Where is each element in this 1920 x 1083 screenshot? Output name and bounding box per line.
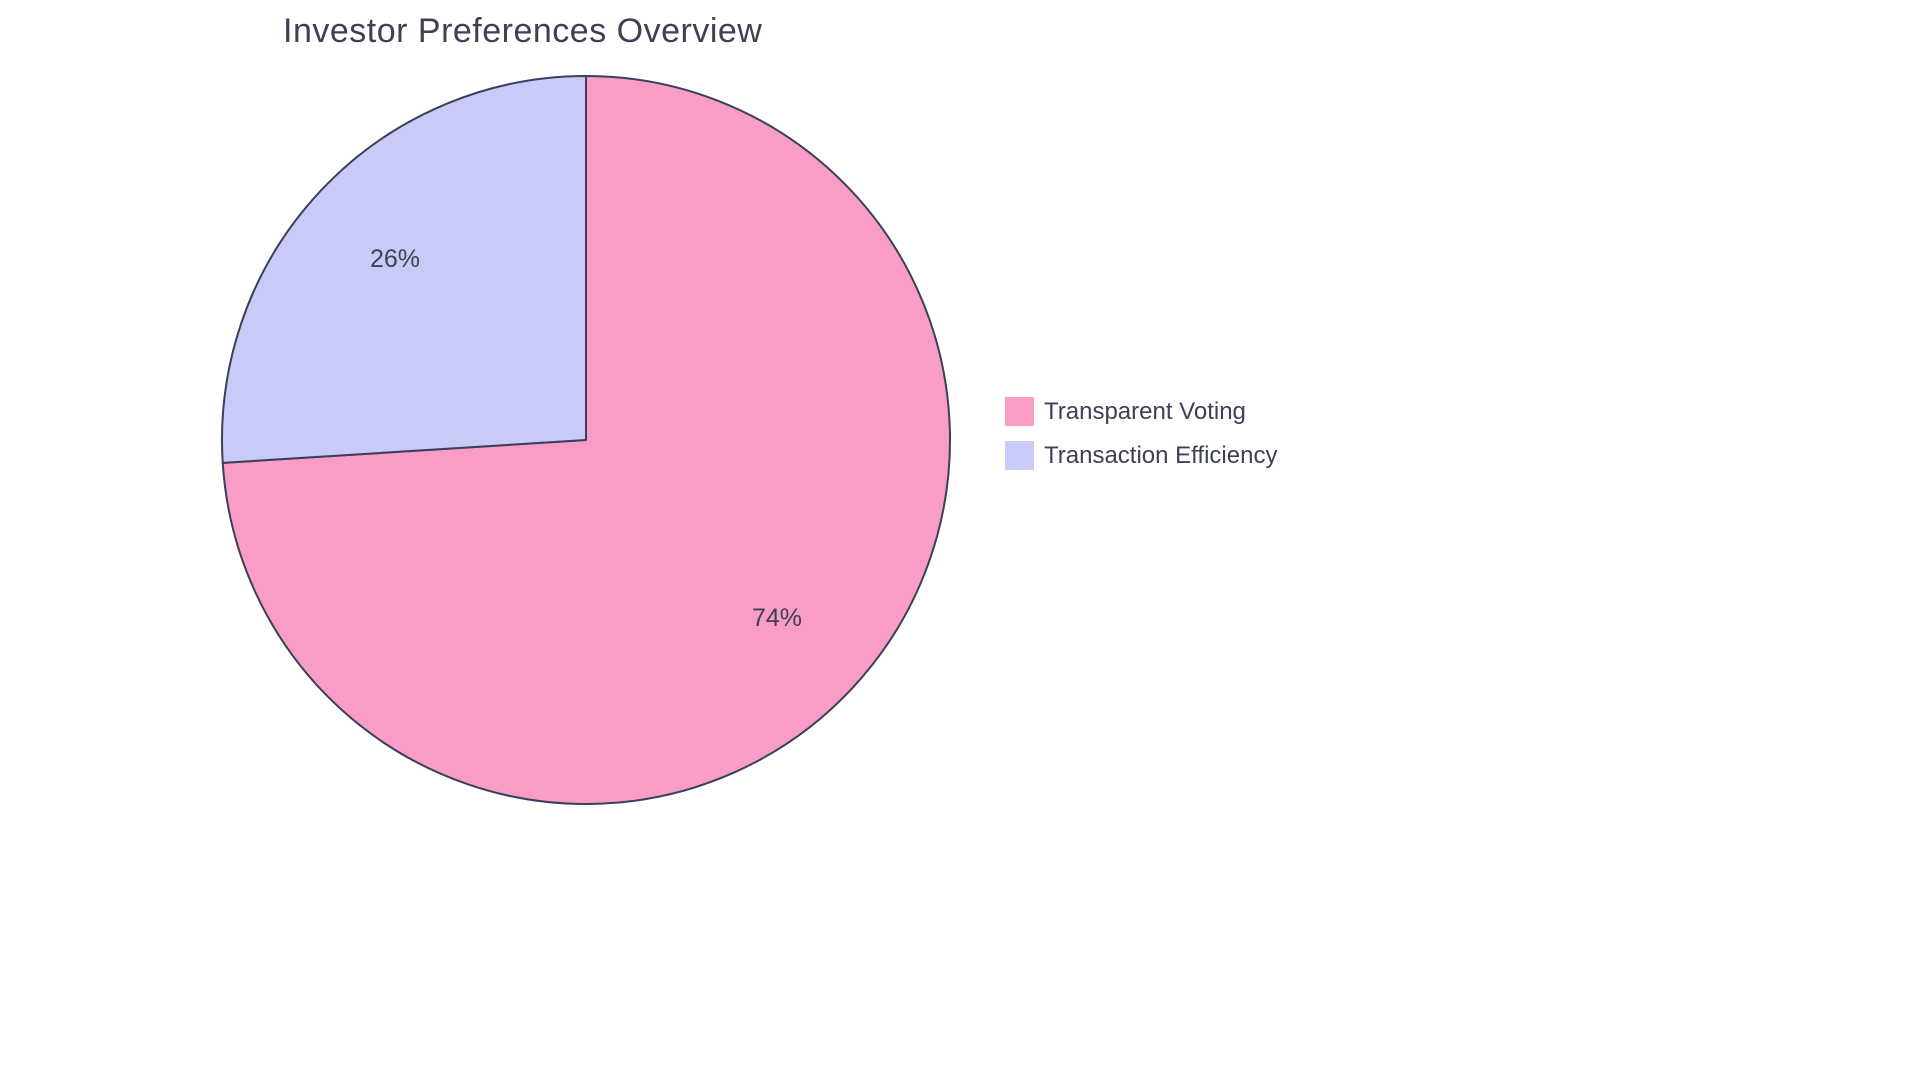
pie-slice-1[interactable]: [221, 75, 587, 464]
legend-swatch-1: [1005, 441, 1034, 470]
legend-swatch-0: [1005, 397, 1034, 426]
legend: Transparent Voting Transaction Efficiency: [1005, 397, 1277, 470]
legend-label-0: Transparent Voting: [1044, 397, 1246, 425]
chart-title: Investor Preferences Overview: [283, 12, 763, 50]
slice-labels: 74% 26%: [370, 245, 802, 632]
legend-item-1[interactable]: Transaction Efficiency: [1005, 441, 1277, 470]
pie-slices: [221, 75, 951, 805]
legend-label-1: Transaction Efficiency: [1044, 441, 1278, 469]
legend-item-0[interactable]: Transparent Voting: [1005, 397, 1277, 426]
slice-label-1: 26%: [370, 245, 420, 273]
slice-label-0: 74%: [752, 604, 802, 632]
